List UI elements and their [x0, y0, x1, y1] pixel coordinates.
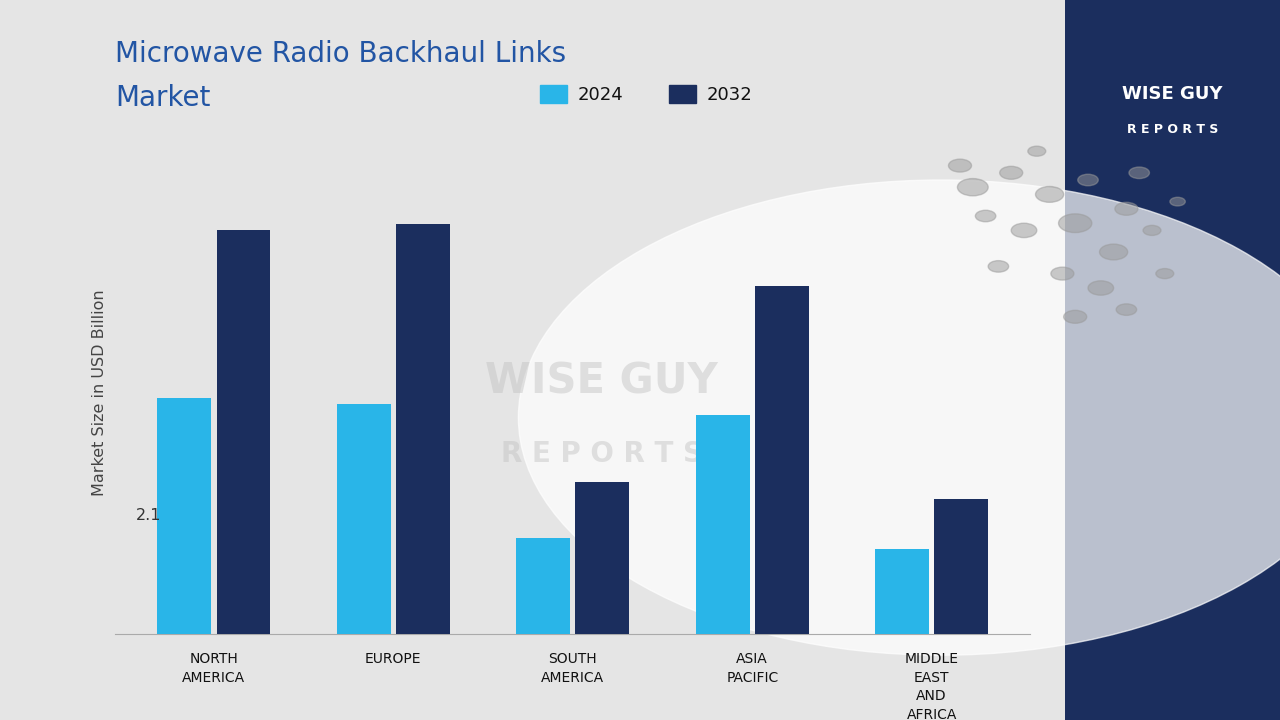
Circle shape	[975, 210, 996, 222]
Text: Microwave Radio Backhaul Links: Microwave Radio Backhaul Links	[115, 40, 566, 68]
Bar	[216, 230, 270, 634]
Bar	[696, 415, 750, 634]
Text: 2.1: 2.1	[136, 508, 161, 523]
Circle shape	[1115, 202, 1138, 215]
Circle shape	[1116, 304, 1137, 315]
Bar	[876, 549, 929, 634]
Circle shape	[957, 179, 988, 196]
Circle shape	[1100, 244, 1128, 260]
Text: WISE GUY: WISE GUY	[1123, 85, 1222, 102]
Bar	[337, 404, 390, 634]
Text: R E P O R T S: R E P O R T S	[500, 440, 703, 467]
Circle shape	[1028, 146, 1046, 156]
Circle shape	[1036, 186, 1064, 202]
Text: R E P O R T S: R E P O R T S	[1126, 123, 1219, 136]
Circle shape	[1170, 197, 1185, 206]
Circle shape	[988, 261, 1009, 272]
Circle shape	[1078, 174, 1098, 186]
Circle shape	[1000, 166, 1023, 179]
Circle shape	[948, 159, 972, 172]
Text: Market: Market	[115, 84, 211, 112]
Bar	[396, 224, 449, 634]
Y-axis label: Market Size in USD Billion: Market Size in USD Billion	[92, 289, 106, 495]
Circle shape	[1129, 167, 1149, 179]
Circle shape	[1064, 310, 1087, 323]
Bar	[755, 286, 809, 634]
Circle shape	[1059, 214, 1092, 233]
Bar	[516, 539, 570, 634]
Circle shape	[518, 180, 1280, 655]
Circle shape	[1088, 281, 1114, 295]
Bar	[576, 482, 630, 634]
Circle shape	[1143, 225, 1161, 235]
Legend: 2024, 2032: 2024, 2032	[532, 78, 759, 112]
Text: WISE GUY: WISE GUY	[485, 361, 718, 402]
Circle shape	[1156, 269, 1174, 279]
Circle shape	[1051, 267, 1074, 280]
Bar	[934, 499, 988, 634]
Bar	[157, 398, 211, 634]
Circle shape	[1011, 223, 1037, 238]
